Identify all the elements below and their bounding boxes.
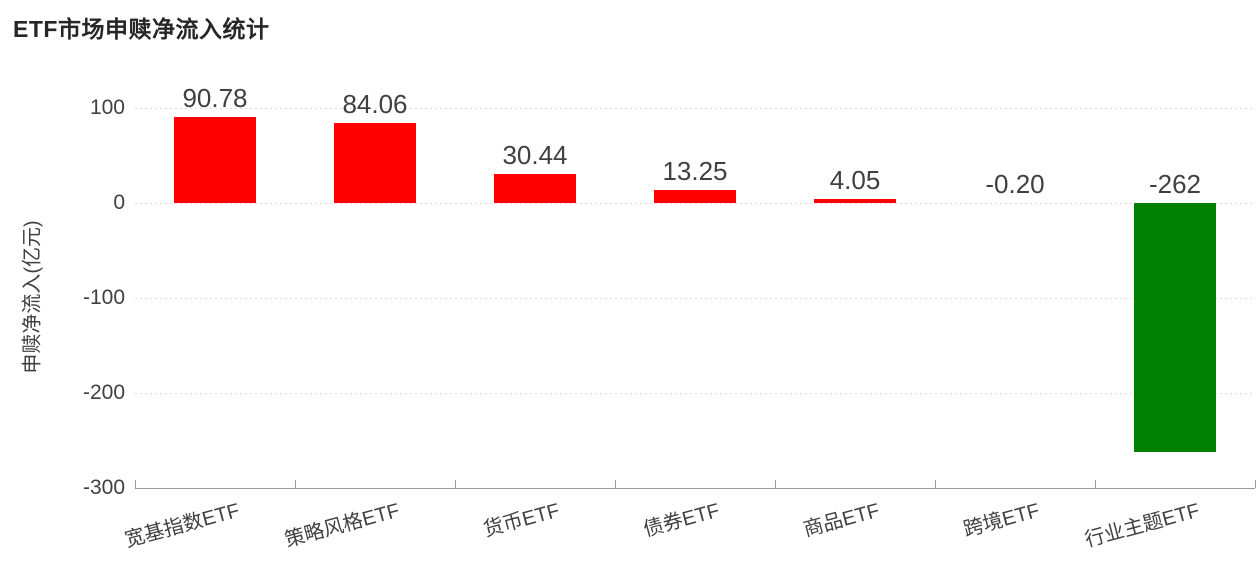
x-axis-line [135, 488, 1255, 489]
bar-value-label: 4.05 [829, 165, 881, 196]
bar [334, 123, 416, 203]
category-label: 策略风格ETF [282, 499, 403, 552]
chart-title: ETF市场申赎净流入统计 [13, 16, 270, 42]
axis-tick [935, 480, 936, 488]
bar-value-label: -262 [1148, 169, 1202, 199]
category-label: 宽基指数ETF [122, 499, 243, 552]
category-label: 商品ETF [801, 499, 883, 542]
gridline [135, 203, 1255, 204]
bar-value-label: 84.06 [342, 89, 408, 120]
axis-tick [1095, 480, 1096, 488]
y-tick-label: -100 [82, 286, 125, 309]
bar [174, 116, 256, 203]
bar-value-label: -0.20 [985, 169, 1045, 199]
y-tick-label: -200 [82, 381, 125, 404]
axis-tick [135, 480, 136, 488]
axis-tick [1255, 480, 1256, 488]
bar-value-label: 13.25 [662, 156, 728, 187]
gridline [135, 298, 1255, 299]
gridline [135, 393, 1255, 394]
category-label: 债券ETF [641, 499, 723, 542]
category-label: 货币ETF [481, 499, 563, 542]
bar [814, 199, 896, 203]
axis-tick [455, 480, 456, 488]
axis-tick [615, 480, 616, 488]
category-label: 跨境ETF [961, 499, 1043, 542]
category-label: 行业主题ETF [1082, 499, 1203, 552]
bar [654, 190, 736, 203]
gridline [135, 108, 1255, 109]
bar-value-label: 30.44 [502, 140, 568, 171]
y-tick-label: 0 [113, 191, 125, 214]
bar [1134, 203, 1216, 452]
bar [494, 174, 576, 203]
y-tick-label: 100 [89, 96, 125, 119]
y-tick-label: -300 [82, 476, 125, 499]
axis-tick [295, 480, 296, 488]
axis-tick [775, 480, 776, 488]
bar-value-label: 90.78 [182, 82, 248, 113]
